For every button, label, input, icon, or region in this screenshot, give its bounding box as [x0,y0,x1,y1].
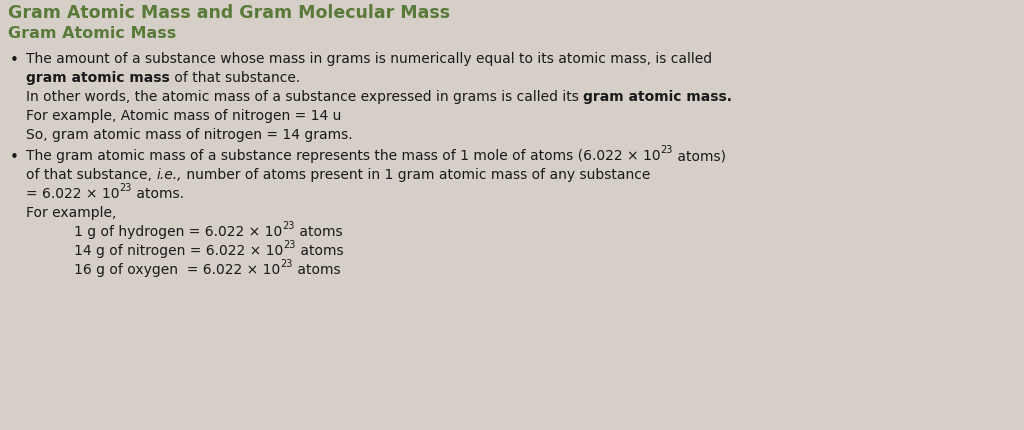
Text: •: • [10,53,18,68]
Text: = 6.022 × 10: = 6.022 × 10 [26,187,120,201]
Text: atoms: atoms [293,263,340,277]
Text: atoms: atoms [296,244,343,258]
Text: The gram atomic mass of a substance represents the mass of 1 mole of atoms (6.02: The gram atomic mass of a substance repr… [26,149,660,163]
Text: 23: 23 [120,183,132,193]
Text: gram atomic mass.: gram atomic mass. [584,90,732,104]
Text: In other words, the atomic mass of a substance expressed in grams is called its: In other words, the atomic mass of a sub… [26,90,584,104]
Text: of that substance.: of that substance. [170,71,300,85]
Text: of that substance,: of that substance, [26,168,157,182]
Text: 1 g of hydrogen = 6.022 × 10: 1 g of hydrogen = 6.022 × 10 [74,225,283,239]
Text: •: • [10,150,18,165]
Text: number of atoms present in 1 gram atomic mass of any substance: number of atoms present in 1 gram atomic… [181,168,650,182]
Text: 23: 23 [660,145,673,155]
Text: 23: 23 [283,221,295,231]
Text: gram atomic mass: gram atomic mass [26,71,170,85]
Text: The amount of a substance whose mass in grams is numerically equal to its atomic: The amount of a substance whose mass in … [26,52,712,66]
Text: For example, Atomic mass of nitrogen = 14 u: For example, Atomic mass of nitrogen = 1… [26,109,341,123]
Text: 14 g of nitrogen = 6.022 × 10: 14 g of nitrogen = 6.022 × 10 [74,244,284,258]
Text: 23: 23 [284,240,296,250]
Text: So, gram atomic mass of nitrogen = 14 grams.: So, gram atomic mass of nitrogen = 14 gr… [26,128,352,142]
Text: 23: 23 [281,259,293,269]
Text: Gram Atomic Mass: Gram Atomic Mass [8,26,176,41]
Text: atoms): atoms) [673,149,726,163]
Text: 16 g of oxygen  = 6.022 × 10: 16 g of oxygen = 6.022 × 10 [74,263,281,277]
Text: atoms: atoms [295,225,342,239]
Text: For example,: For example, [26,206,117,220]
Text: i.e.,: i.e., [157,168,181,182]
Text: Gram Atomic Mass and Gram Molecular Mass: Gram Atomic Mass and Gram Molecular Mass [8,4,451,22]
Text: atoms.: atoms. [132,187,184,201]
